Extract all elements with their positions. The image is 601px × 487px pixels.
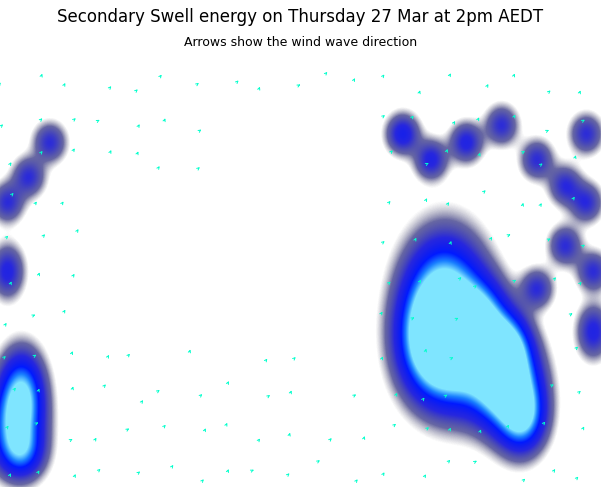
Text: Secondary Swell energy on Thursday 27 Mar at 2pm AEDT: Secondary Swell energy on Thursday 27 Ma… — [58, 8, 543, 26]
Text: Arrows show the wind wave direction: Arrows show the wind wave direction — [184, 36, 417, 49]
